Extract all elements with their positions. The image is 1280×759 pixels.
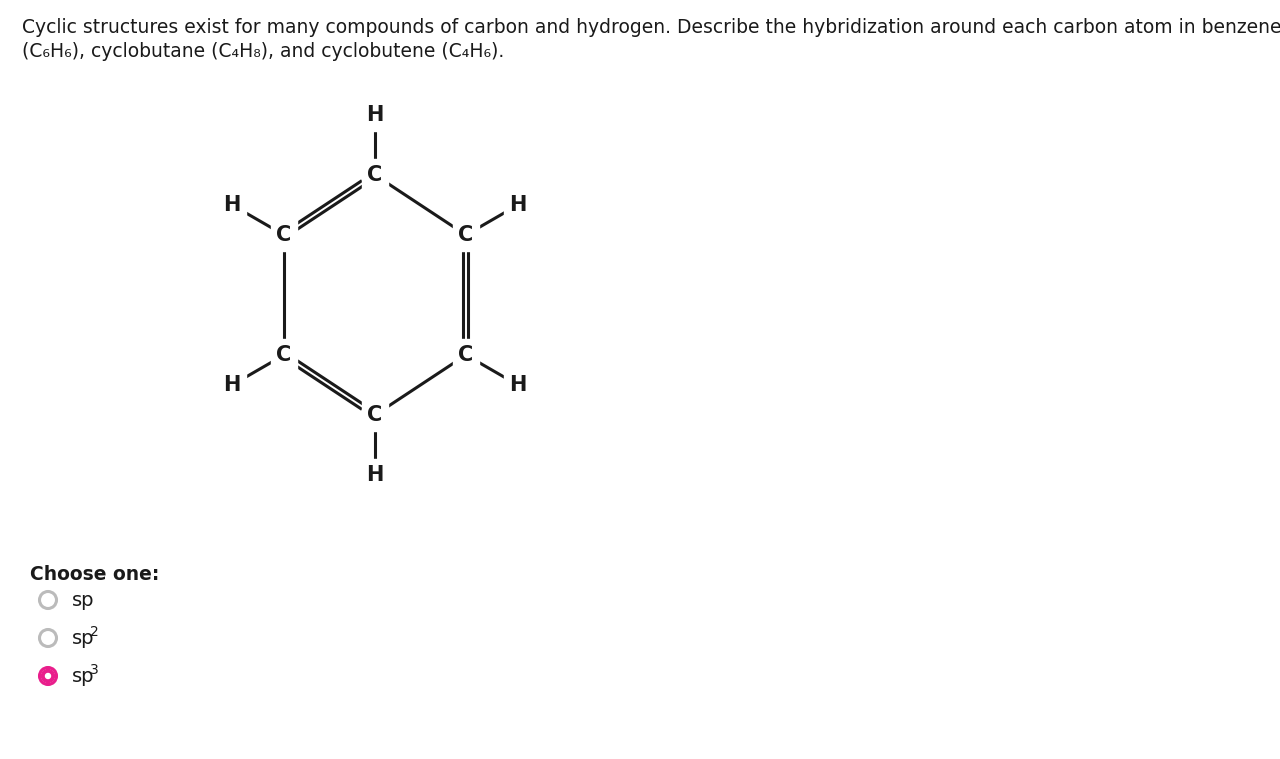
Text: H: H — [366, 105, 384, 125]
Text: H: H — [366, 465, 384, 485]
Text: sp: sp — [72, 591, 95, 609]
Text: H: H — [224, 375, 241, 395]
Text: C: C — [367, 405, 383, 425]
Text: sp: sp — [72, 666, 95, 685]
Text: C: C — [367, 165, 383, 185]
Text: 3: 3 — [90, 663, 99, 677]
Text: Choose one:: Choose one: — [29, 565, 160, 584]
Text: C: C — [276, 345, 292, 365]
Text: H: H — [509, 195, 526, 215]
Text: sp: sp — [72, 628, 95, 647]
Circle shape — [46, 673, 50, 679]
Circle shape — [41, 669, 55, 682]
Circle shape — [40, 591, 56, 609]
Text: (C₆H₆), cyclobutane (C₄H₈), and cyclobutene (C₄H₆).: (C₆H₆), cyclobutane (C₄H₈), and cyclobut… — [22, 42, 504, 61]
Text: H: H — [509, 375, 526, 395]
Text: Cyclic structures exist for many compounds of carbon and hydrogen. Describe the : Cyclic structures exist for many compoun… — [22, 18, 1280, 37]
Circle shape — [40, 629, 56, 647]
Text: H: H — [224, 195, 241, 215]
Text: C: C — [276, 225, 292, 245]
Text: 2: 2 — [90, 625, 99, 639]
Text: C: C — [458, 225, 474, 245]
Circle shape — [40, 667, 56, 685]
Text: C: C — [458, 345, 474, 365]
